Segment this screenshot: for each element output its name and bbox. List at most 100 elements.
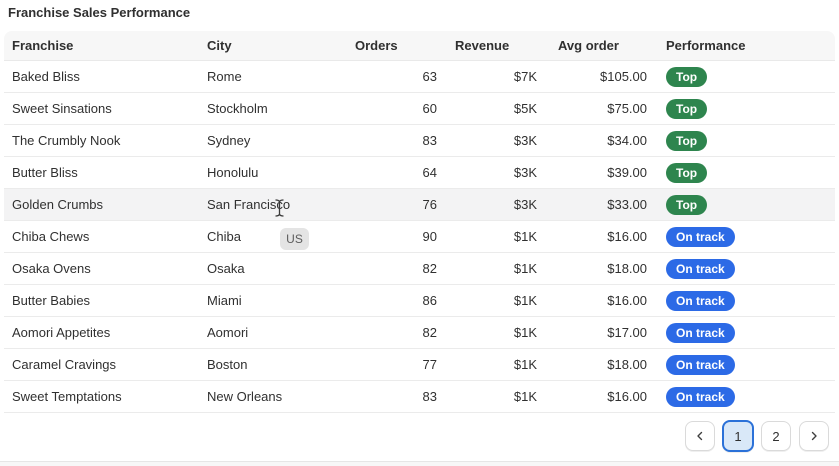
performance-badge: On track [666,354,735,375]
revenue-cell: $3K [513,133,537,148]
franchise-cell: Caramel Cravings [12,357,117,372]
performance-cell: Top [651,130,835,151]
avg-order-cell: $16.00 [607,229,647,244]
city-cell: New Orleans [207,389,351,404]
ibeam-cursor-icon [274,199,285,220]
country-tooltip: US [280,228,309,250]
city-cell: Miami [207,293,351,308]
avg-order-cell: $34.00 [607,133,647,148]
table-body: Baked Bliss Rome 63 $7K $105.00 Top Swee… [4,61,835,413]
revenue-cell: $1K [513,261,537,276]
chevron-left-icon [695,429,705,444]
page-title: Franchise Sales Performance [8,5,191,20]
column-header-revenue: Revenue [455,38,510,53]
table-row[interactable]: The Crumbly Nook Sydney 83 $3K $34.00 To… [4,125,835,157]
column-header-orders: Orders [355,38,398,53]
avg-order-cell: $75.00 [607,101,647,116]
orders-cell: 60 [422,101,437,116]
city-label: Osaka [207,261,245,276]
avg-order-cell: $16.00 [607,293,647,308]
franchise-cell: Chiba Chews [12,229,90,244]
table-row[interactable]: Aomori Appetites Aomori 82 $1K $17.00 On… [4,317,835,349]
franchise-cell: Baked Bliss [12,69,80,84]
avg-order-cell: $105.00 [600,69,647,84]
page-1-button[interactable]: 1 [722,420,754,452]
city-cell: San Francisco [207,197,351,212]
city-label: Sydney [207,133,251,148]
revenue-cell: $1K [513,293,537,308]
revenue-cell: $1K [513,229,537,244]
orders-cell: 83 [422,133,437,148]
city-cell: Boston [207,357,351,372]
next-page-button[interactable] [799,421,829,451]
table-row[interactable]: Sweet Temptations New Orleans 83 $1K $16… [4,381,835,413]
performance-cell: Top [651,162,835,183]
performance-cell: On track [651,354,835,375]
orders-cell: 82 [422,261,437,276]
avg-order-cell: $17.00 [607,325,647,340]
performance-cell: Top [651,66,835,87]
performance-cell: On track [651,226,835,247]
revenue-cell: $3K [513,165,537,180]
orders-cell: 76 [422,197,437,212]
performance-cell: Top [651,194,835,215]
revenue-cell: $5K [513,101,537,116]
orders-cell: 90 [422,229,437,244]
table-row[interactable]: Golden Crumbs San Francisco 76 $3K $33.0… [4,189,835,221]
city-cell: Aomori [207,325,351,340]
previous-page-button[interactable] [685,421,715,451]
franchise-cell: Sweet Temptations [12,389,122,404]
franchise-cell: Sweet Sinsations [12,101,112,116]
city-label: Chiba [207,229,241,244]
city-label: Aomori [207,325,249,340]
performance-badge: Top [666,66,708,87]
table-row[interactable]: Butter Bliss Honolulu 64 $3K $39.00 Top [4,157,835,189]
orders-cell: 63 [422,69,437,84]
orders-cell: 77 [422,357,437,372]
performance-badge: Top [666,194,708,215]
page-2-button[interactable]: 2 [761,421,791,451]
franchise-cell: Aomori Appetites [12,325,111,340]
table-row[interactable]: Butter Babies Miami 86 $1K $16.00 On tra… [4,285,835,317]
franchise-cell: Osaka Ovens [12,261,91,276]
avg-order-cell: $16.00 [607,389,647,404]
revenue-cell: $1K [513,389,537,404]
avg-order-cell: $18.00 [607,261,647,276]
pagination: 1 2 [0,420,829,452]
performance-badge: On track [666,226,735,247]
performance-cell: On track [651,386,835,407]
franchise-cell: Butter Bliss [12,165,78,180]
franchise-table: Franchise City Orders Revenue Avg order … [4,31,835,413]
revenue-cell: $3K [513,197,537,212]
avg-order-cell: $18.00 [607,357,647,372]
table-row[interactable]: Baked Bliss Rome 63 $7K $105.00 Top [4,61,835,93]
city-cell: Sydney [207,133,351,148]
city-label: Rome [207,69,242,84]
franchise-cell: Butter Babies [12,293,91,308]
city-label: New Orleans [207,389,283,404]
orders-cell: 82 [422,325,437,340]
revenue-cell: $1K [513,325,537,340]
table-row[interactable]: Caramel Cravings Boston 77 $1K $18.00 On… [4,349,835,381]
performance-badge: Top [666,130,708,151]
city-cell: Honolulu [207,165,351,180]
chevron-right-icon [809,429,819,444]
city-cell: Stockholm [207,101,351,116]
city-cell: Rome [207,69,351,84]
performance-cell: On track [651,322,835,343]
column-header-city: City [207,38,232,53]
column-header-franchise: Franchise [12,38,74,53]
avg-order-cell: $33.00 [607,197,647,212]
column-header-performance: Performance [666,38,746,53]
franchise-cell: Golden Crumbs [12,197,104,212]
avg-order-cell: $39.00 [607,165,647,180]
revenue-cell: $7K [513,69,537,84]
table-row[interactable]: Chiba Chews Chiba 90 $1K $16.00 On track [4,221,835,253]
table-row[interactable]: Sweet Sinsations Stockholm 60 $5K $75.00… [4,93,835,125]
city-label: Honolulu [207,165,259,180]
table-row[interactable]: Osaka Ovens Osaka 82 $1K $18.00 On track [4,253,835,285]
orders-cell: 64 [422,165,437,180]
city-label: Stockholm [207,101,268,116]
performance-badge: Top [666,98,708,119]
performance-cell: On track [651,290,835,311]
